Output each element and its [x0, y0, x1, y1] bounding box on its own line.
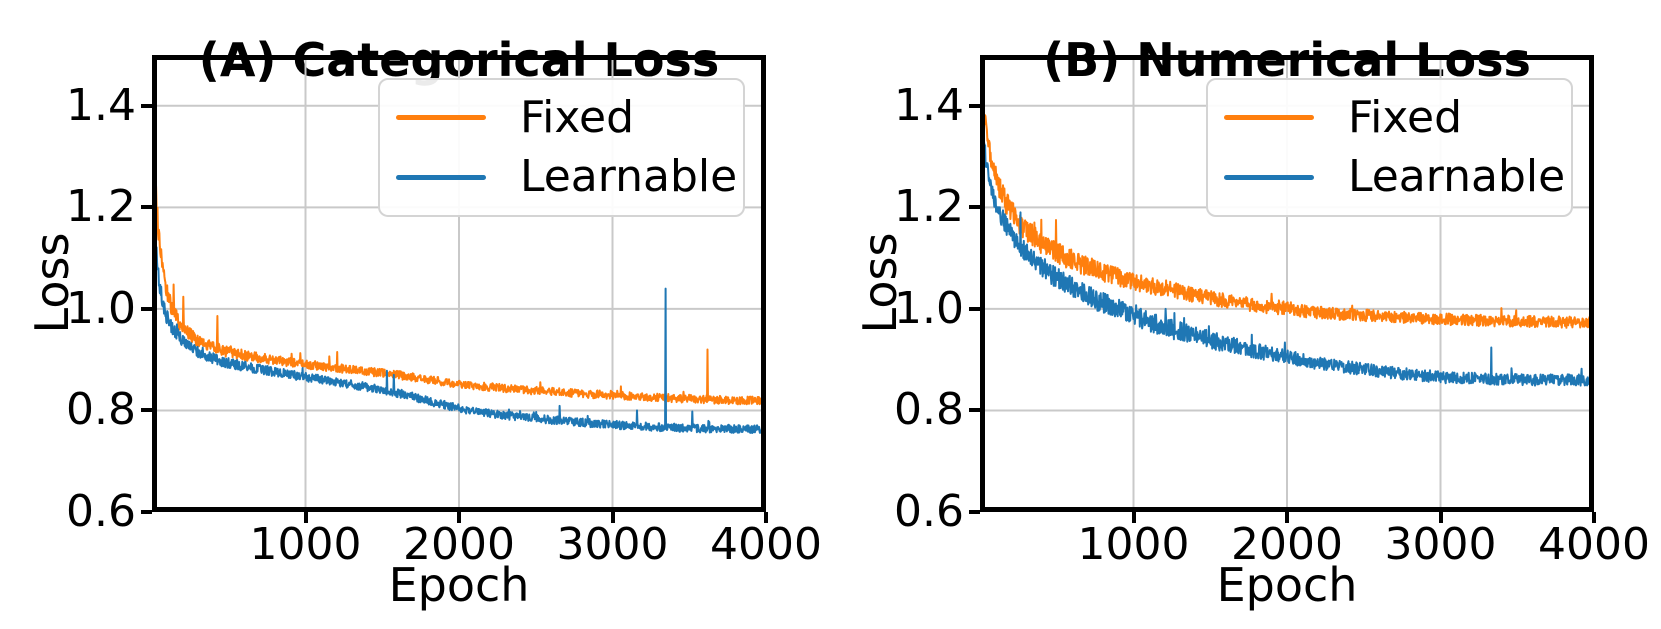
- y-tick-mark: [141, 306, 152, 311]
- x-tick-mark: [1285, 512, 1289, 523]
- x-tick-label: 3000: [556, 519, 669, 570]
- y-tick-label: 1.0: [894, 282, 964, 334]
- learnable-loss-curve: [980, 98, 1594, 387]
- y-tick-mark: [969, 205, 980, 210]
- panel-a-x-axis-label: Epoch: [388, 558, 530, 612]
- x-tick-mark: [1438, 512, 1443, 523]
- axes-frame: [152, 55, 766, 512]
- panel-b-legend: Fixed Learnable: [1206, 78, 1573, 217]
- fixed-loss-curve: [980, 92, 1594, 329]
- x-tick-mark: [764, 512, 768, 523]
- fixed-legend-label: Fixed: [1348, 91, 1463, 143]
- x-tick-label: 4000: [1538, 519, 1650, 570]
- learnable-loss-curve: [152, 197, 766, 434]
- y-tick-mark: [141, 510, 152, 514]
- y-tick-mark: [969, 103, 980, 108]
- y-tick-mark: [141, 408, 152, 413]
- panel-a-legend-item-fixed: Fixed: [396, 90, 725, 146]
- fixed-loss-curve: [152, 126, 766, 406]
- x-tick-mark: [457, 512, 461, 523]
- fixed-line-swatch: [1224, 115, 1314, 121]
- y-tick-label: 1.4: [66, 79, 136, 131]
- y-tick-label: 0.6: [894, 486, 964, 537]
- y-tick-mark: [141, 103, 152, 108]
- fixed-line-swatch: [396, 115, 486, 121]
- panel-b-x-axis-label: Epoch: [1216, 558, 1358, 612]
- x-tick-label: 4000: [710, 519, 822, 570]
- y-tick-label: 1.2: [894, 181, 964, 233]
- x-tick-mark: [303, 512, 308, 523]
- x-tick-label: 2000: [1231, 519, 1343, 570]
- panel-a-legend-item-learnable: Learnable: [396, 149, 737, 205]
- learnable-line-swatch: [396, 174, 486, 180]
- fixed-legend-label: Fixed: [520, 91, 635, 143]
- y-tick-label: 1.4: [894, 79, 964, 131]
- x-tick-label: 3000: [1384, 519, 1497, 570]
- y-tick-mark: [969, 306, 980, 311]
- y-tick-label: 1.2: [66, 181, 136, 233]
- x-tick-label: 2000: [403, 519, 515, 570]
- x-tick-label: 1000: [249, 519, 362, 570]
- learnable-legend-label: Learnable: [1348, 151, 1566, 203]
- y-tick-label: 0.8: [66, 384, 136, 436]
- y-tick-label: 0.8: [894, 384, 964, 436]
- y-tick-mark: [141, 205, 152, 210]
- panel-b-legend-item-fixed: Fixed: [1224, 90, 1553, 146]
- x-tick-mark: [1592, 512, 1596, 523]
- x-tick-label: 1000: [1077, 519, 1190, 570]
- y-tick-mark: [969, 510, 980, 514]
- y-tick-label: 1.0: [66, 282, 136, 334]
- panel-b-legend-item-learnable: Learnable: [1224, 149, 1565, 205]
- learnable-legend-label: Learnable: [520, 151, 738, 203]
- x-tick-mark: [1131, 512, 1136, 523]
- y-tick-mark: [969, 408, 980, 413]
- y-tick-label: 0.6: [66, 486, 136, 537]
- axes-frame: [980, 55, 1594, 512]
- panel-a-legend: Fixed Learnable: [378, 78, 745, 217]
- x-tick-mark: [610, 512, 615, 523]
- learnable-line-swatch: [1224, 174, 1314, 180]
